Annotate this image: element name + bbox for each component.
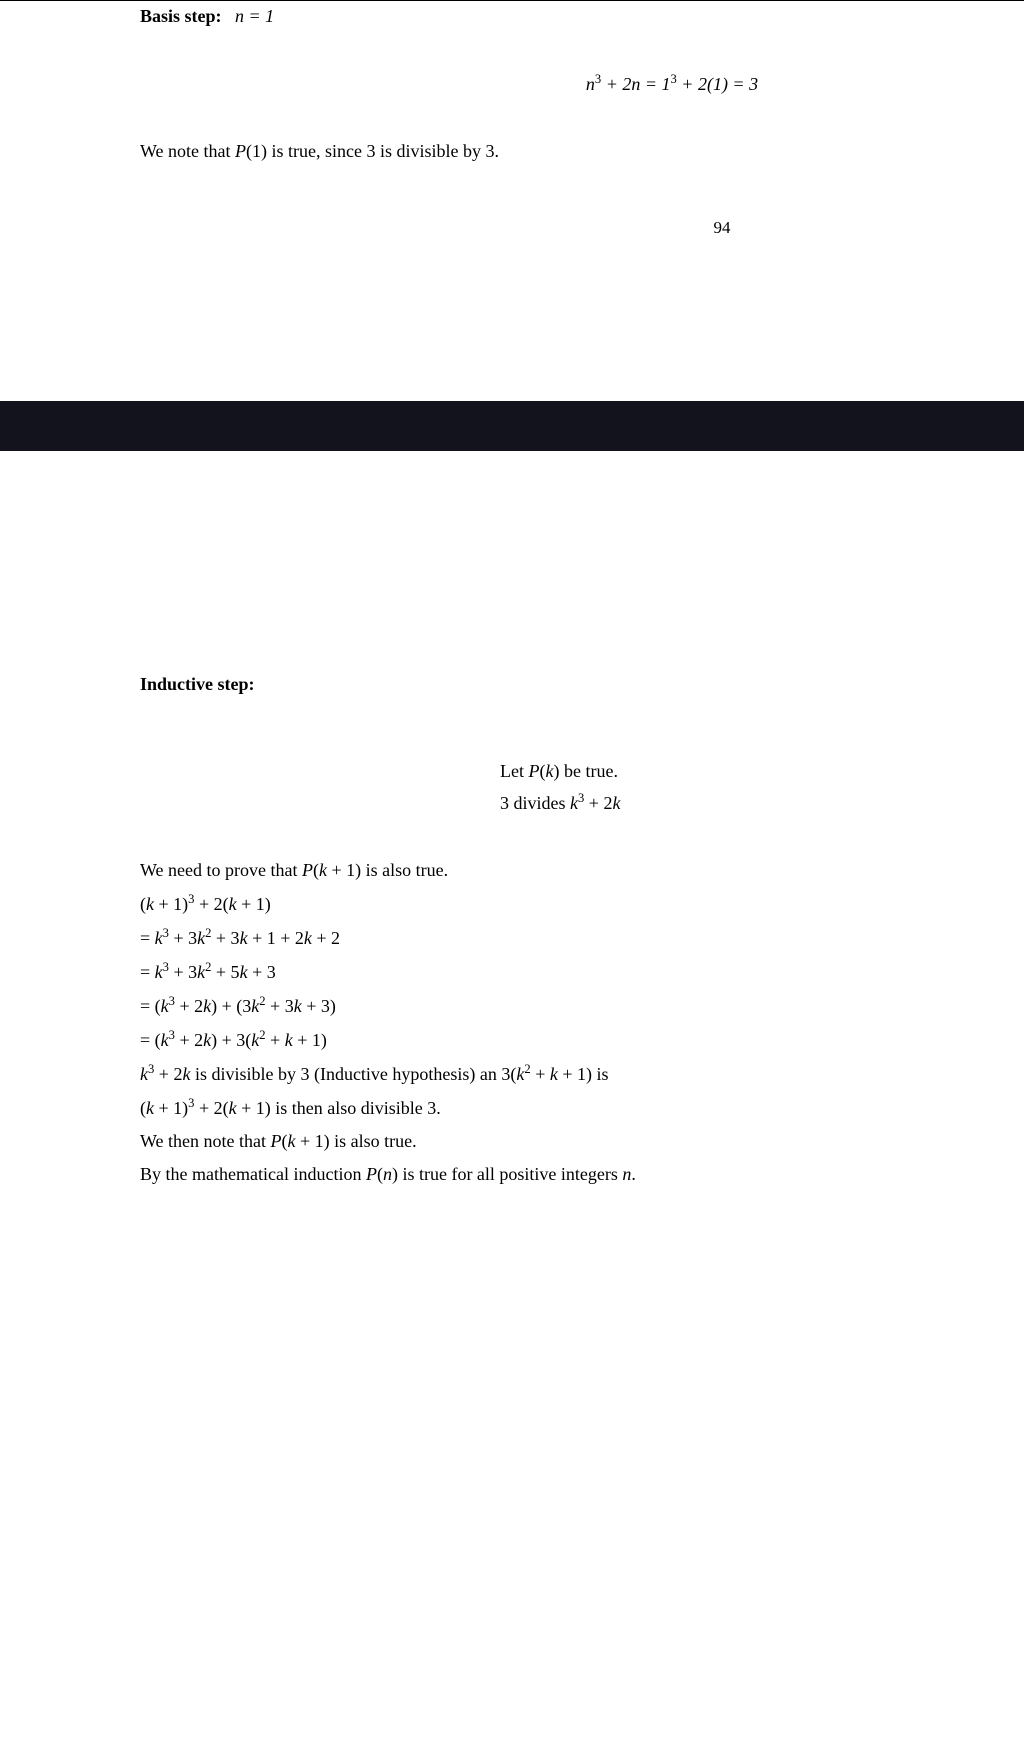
basis-equation: n3 + 2n = 13 + 2(1) = 3 <box>140 70 1024 98</box>
prove-line: We need to prove that P(k + 1) is also t… <box>140 857 1024 884</box>
basis-note: We note that P(1) is true, since 3 is di… <box>140 138 1024 165</box>
page-top-border <box>0 0 1024 1</box>
tail-line: k3 + 2k is divisible by 3 (Inductive hyp… <box>140 1060 1024 1088</box>
inductive-label: Inductive step: <box>140 674 255 694</box>
page-number: 94 <box>140 215 1024 241</box>
inductive-section: Inductive step: Let P(k) be true. 3 divi… <box>0 451 1024 1188</box>
derivation-line: = k3 + 3k2 + 5k + 3 <box>140 958 1024 986</box>
basis-label: Basis step: <box>140 6 222 26</box>
derivation-line: = k3 + 3k2 + 3k + 1 + 2k + 2 <box>140 924 1024 952</box>
inductive-let-block: Let P(k) be true. 3 divides k3 + 2k <box>140 758 1024 817</box>
separator-bar <box>0 401 1024 451</box>
inductive-derivation: We need to prove that P(k + 1) is also t… <box>140 857 1024 1188</box>
basis-value: n = 1 <box>235 6 274 26</box>
derivation-line: (k + 1)3 + 2(k + 1) <box>140 890 1024 918</box>
tail-line: We then note that P(k + 1) is also true. <box>140 1128 1024 1155</box>
derivation-line: = (k3 + 2k) + (3k2 + 3k + 3) <box>140 992 1024 1020</box>
let-line: 3 divides k3 + 2k <box>500 789 1024 817</box>
derivation-line: = (k3 + 2k) + 3(k2 + k + 1) <box>140 1026 1024 1054</box>
basis-section: Basis step: n = 1 n3 + 2n = 13 + 2(1) = … <box>0 3 1024 241</box>
basis-heading-line: Basis step: n = 1 <box>140 3 1024 30</box>
tail-line: By the mathematical induction P(n) is tr… <box>140 1161 1024 1188</box>
bottom-padding <box>0 1194 1024 1454</box>
tail-line: (k + 1)3 + 2(k + 1) is then also divisib… <box>140 1094 1024 1122</box>
let-line: Let P(k) be true. <box>500 758 1024 785</box>
